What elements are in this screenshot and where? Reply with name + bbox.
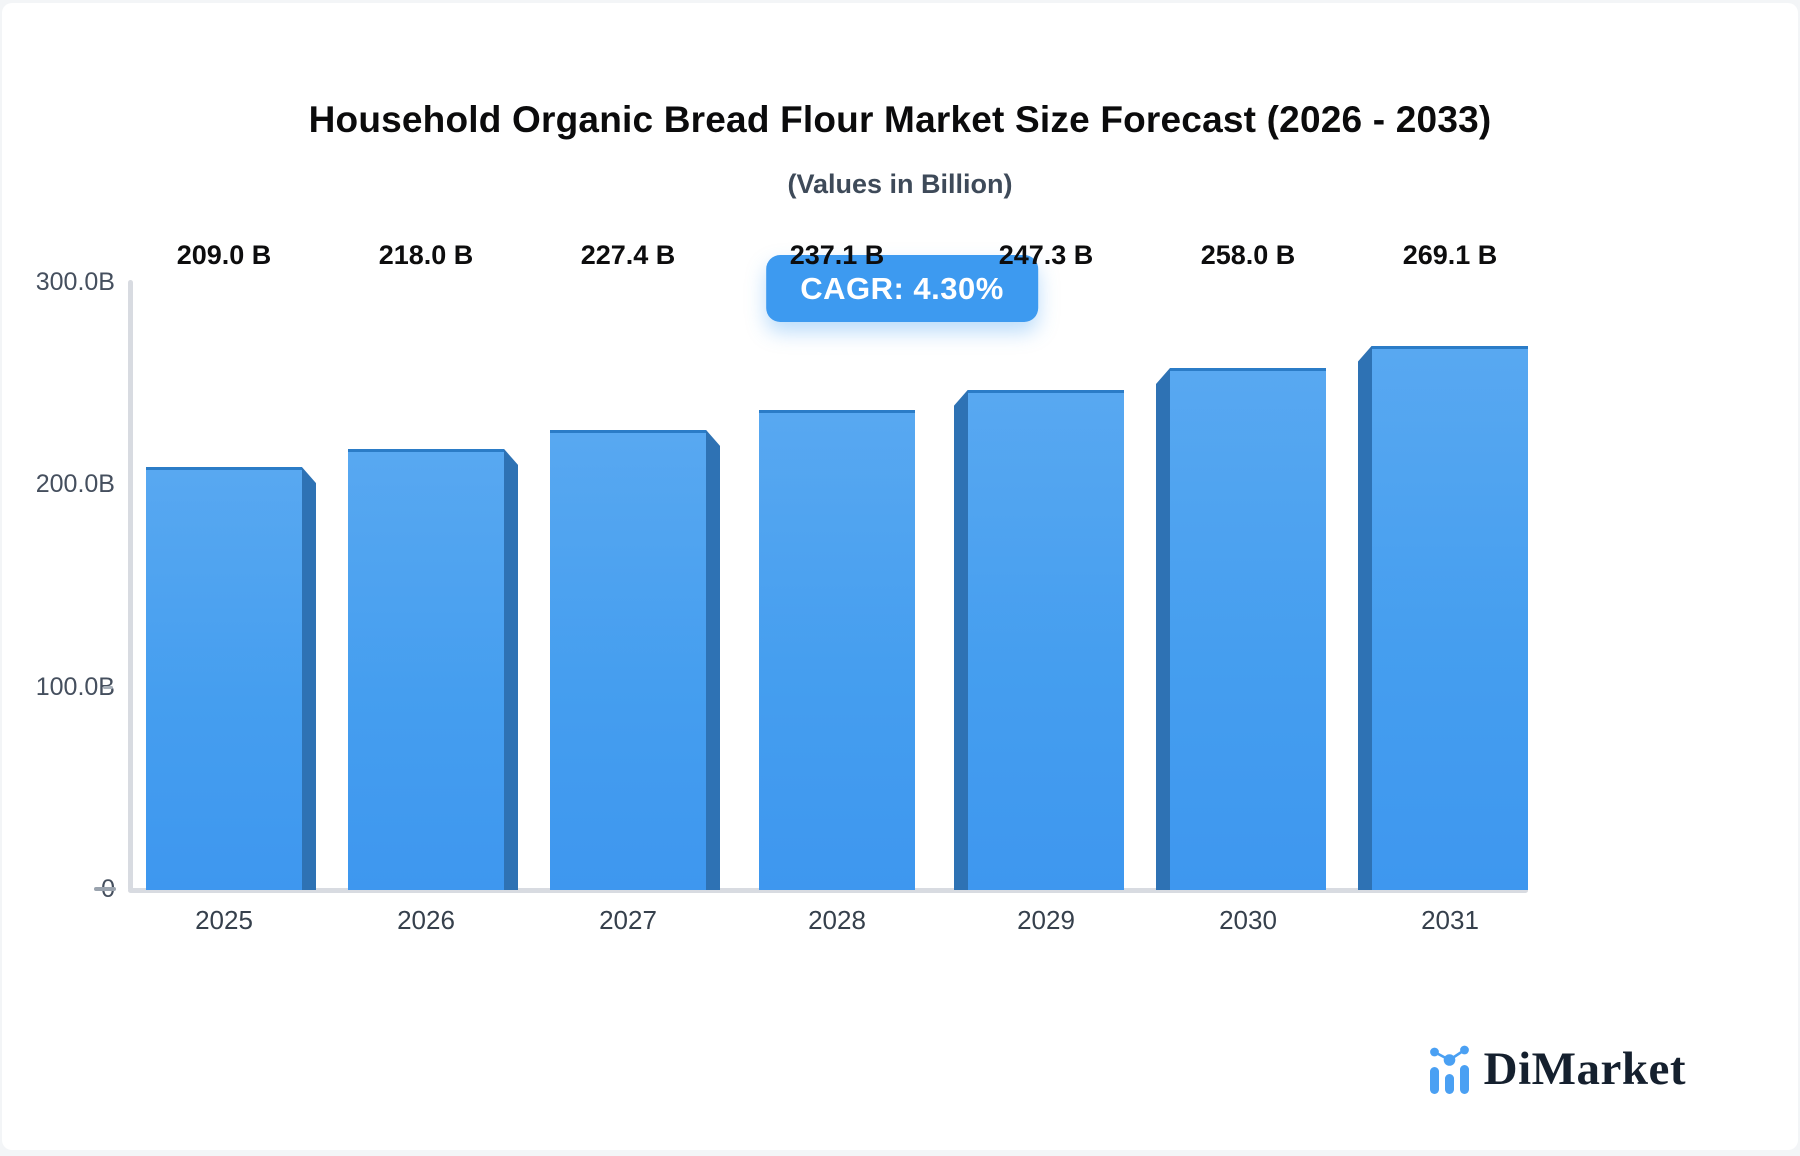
x-axis-year-label-2031: 2031 bbox=[1421, 905, 1479, 935]
bar-3d-bevel bbox=[1156, 367, 1170, 890]
x-axis-baseline bbox=[128, 888, 1528, 893]
bar-value-label-2029: 247.3 B bbox=[998, 240, 1094, 270]
bar-value-label-2028: 237.1 B bbox=[789, 240, 885, 270]
bar-slot-2028[interactable]: 237.1 B 2028 bbox=[752, 240, 922, 935]
y-tick-mark-100 bbox=[103, 686, 113, 689]
x-axis-year-label-2030: 2030 bbox=[1219, 905, 1277, 935]
x-axis-year-label-2028: 2028 bbox=[808, 905, 866, 935]
bar-2026[interactable] bbox=[348, 448, 518, 890]
bar-2029[interactable] bbox=[954, 389, 1124, 890]
y-tick-mark-0 bbox=[94, 887, 116, 891]
bar-face bbox=[968, 389, 1124, 890]
bar-face bbox=[146, 467, 302, 890]
bar-slot-2031[interactable]: 269.1 B 2031 bbox=[1358, 240, 1528, 935]
bar-value-label-2026: 218.0 B bbox=[378, 240, 474, 270]
bar-face bbox=[1170, 367, 1326, 890]
bar-3d-bevel bbox=[706, 429, 720, 890]
bar-face bbox=[759, 410, 915, 890]
x-axis-year-label-2027: 2027 bbox=[599, 905, 657, 935]
bar-face bbox=[1372, 345, 1528, 890]
bar-3d-bevel bbox=[1358, 345, 1372, 890]
x-axis-year-label-2025: 2025 bbox=[195, 905, 253, 935]
bar-slot-2025[interactable]: 209.0 B 2025 bbox=[146, 240, 316, 935]
bars-row: 209.0 B 2025 218.0 B 2026 227.4 B 2027 2… bbox=[134, 240, 1532, 935]
bar-3d-bevel bbox=[504, 448, 518, 890]
y-axis-line bbox=[128, 280, 133, 891]
cagr-badge: CAGR: 4.30% bbox=[766, 255, 1038, 322]
bar-face bbox=[550, 429, 706, 890]
bar-value-label-2027: 227.4 B bbox=[580, 240, 676, 270]
bar-2031[interactable] bbox=[1358, 345, 1528, 890]
bar-value-label-2025: 209.0 B bbox=[176, 240, 272, 270]
y-tick-label-300: 300.0B bbox=[35, 268, 115, 296]
bar-value-label-2031: 269.1 B bbox=[1402, 240, 1498, 270]
bar-value-label-2030: 258.0 B bbox=[1200, 240, 1296, 270]
bar-slot-2027[interactable]: 227.4 B 2027 bbox=[550, 240, 720, 935]
bar-face bbox=[348, 448, 504, 890]
mini-bar-chart-icon bbox=[1429, 1037, 1471, 1100]
bar-slot-2026[interactable]: 218.0 B 2026 bbox=[348, 240, 518, 935]
bar-2027[interactable] bbox=[550, 429, 720, 890]
bar-3d-bevel bbox=[302, 467, 316, 890]
y-tick-label-100: 100.0B bbox=[35, 672, 115, 701]
chart-title: Household Organic Bread Flour Market Siz… bbox=[308, 99, 1492, 140]
y-tick-label-200: 200.0B bbox=[35, 470, 115, 499]
bar-3d-bevel bbox=[954, 389, 968, 890]
bar-slot-2029[interactable]: 247.3 B 2029 bbox=[954, 240, 1124, 935]
logo-text: DiMarket bbox=[1483, 1042, 1686, 1095]
chart-card: Household Organic Bread Flour Market Siz… bbox=[2, 3, 1798, 1150]
bar-2025[interactable] bbox=[146, 467, 316, 890]
bar-2028[interactable] bbox=[752, 410, 922, 890]
x-axis-year-label-2026: 2026 bbox=[397, 905, 455, 935]
x-axis-year-label-2029: 2029 bbox=[1017, 905, 1075, 935]
bar-2030[interactable] bbox=[1156, 367, 1326, 890]
chart-subtitle: (Values in Billion) bbox=[787, 169, 1013, 199]
brand-logo: DiMarket bbox=[1429, 1037, 1686, 1100]
bar-slot-2030[interactable]: 258.0 B 2030 bbox=[1156, 240, 1326, 935]
